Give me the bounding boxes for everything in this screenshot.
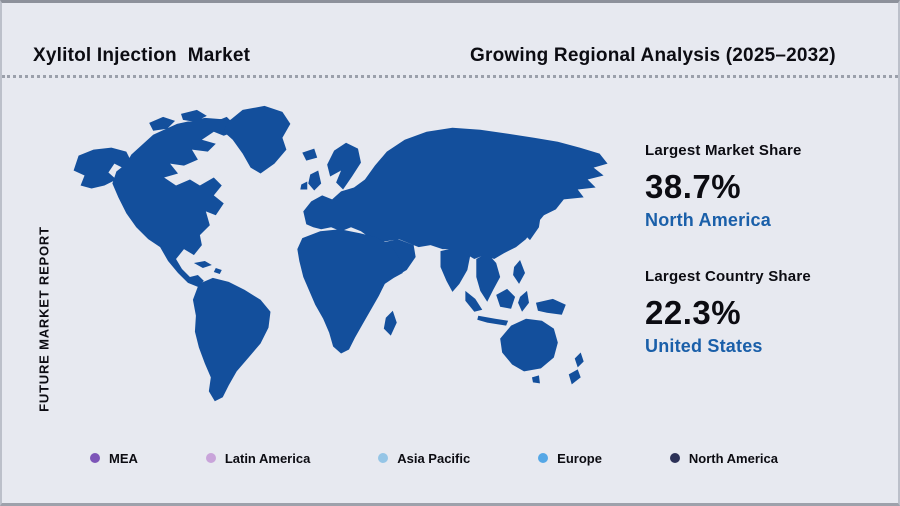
stat-largest-market-share: Largest Market Share 38.7% North America [645, 142, 890, 231]
landmass-asia [303, 127, 608, 302]
legend-dot-mea [90, 453, 100, 463]
legend-dot-asia-pacific [378, 453, 389, 463]
dotted-divider [2, 75, 898, 78]
world-map-svg [73, 105, 608, 402]
stats-panel: Largest Market Share 38.7% North America… [645, 142, 890, 357]
legend-label: Latin America [224, 450, 311, 466]
landmass-oceania [465, 288, 584, 385]
landmass-africa [297, 229, 403, 354]
stat-label: Largest Country Share [645, 268, 811, 285]
stat-region: North America [645, 210, 771, 230]
page-subtitle: Growing Regional Analysis (2025–2032) [470, 45, 836, 66]
stat-label: Largest Market Share [645, 142, 802, 159]
legend-item-europe: Europe [538, 451, 602, 466]
legend: MEA Latin America Asia Pacific Europe No… [90, 449, 778, 467]
legend-dot-north-america [669, 453, 680, 463]
world-map-graphic [73, 105, 608, 402]
landmass-greenland [223, 105, 291, 174]
legend-dot-latin-america [205, 453, 216, 463]
page-title: Xylitol Injection Market [33, 45, 251, 66]
legend-item-asia-pacific: Asia Pacific [378, 451, 470, 466]
world-map [60, 93, 648, 441]
legend-dot-europe [538, 453, 549, 463]
legend-label: Europe [557, 450, 602, 466]
brand-vertical-label: FUTURE MARKET REPORT [36, 226, 52, 412]
legend-item-latin-america: Latin America [205, 450, 311, 466]
stat-value: 38.7% [645, 168, 742, 205]
legend-label: MEA [109, 450, 138, 466]
stat-region: United States [645, 336, 763, 356]
legend-item-north-america: North America [669, 450, 778, 466]
landmass-south-america [192, 277, 271, 402]
landmass-north-america [73, 109, 240, 287]
legend-item-mea: MEA [90, 451, 138, 466]
stat-value: 22.3% [645, 294, 742, 331]
landmass-europe [300, 142, 361, 191]
stat-largest-country-share: Largest Country Share 22.3% United State… [645, 268, 890, 357]
legend-label: Asia Pacific [397, 450, 471, 466]
legend-label: North America [688, 450, 778, 466]
